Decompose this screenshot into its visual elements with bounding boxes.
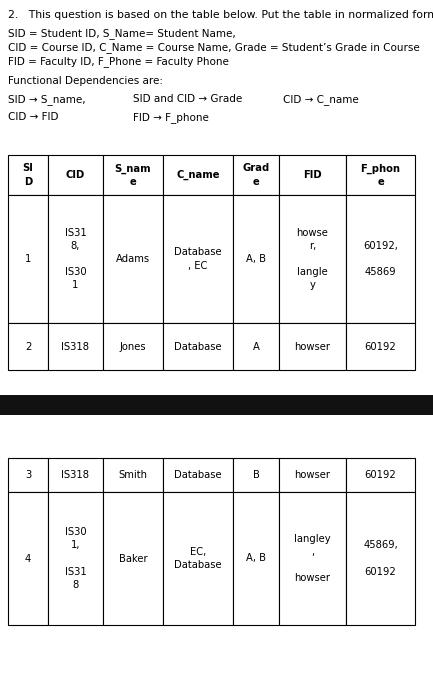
Text: CID = Course ID, C_Name = Course Name, Grade = Student’s Grade in Course: CID = Course ID, C_Name = Course Name, G… <box>8 42 420 53</box>
Text: 45869,

60192: 45869, 60192 <box>363 540 398 577</box>
Bar <box>103 323 163 370</box>
Text: howse
r,

langle
y: howse r, langle y <box>297 227 329 291</box>
Text: Baker: Baker <box>119 553 147 564</box>
Text: 3: 3 <box>25 470 31 480</box>
Text: Functional Dependencies are:: Functional Dependencies are: <box>8 76 163 86</box>
Bar <box>48 195 103 323</box>
Text: FID → F_phone: FID → F_phone <box>133 112 209 123</box>
Text: SI
D: SI D <box>23 163 33 186</box>
Text: B: B <box>252 470 259 480</box>
Text: IS318: IS318 <box>61 470 90 480</box>
Text: Jones: Jones <box>120 341 146 352</box>
Bar <box>279 195 346 323</box>
Bar <box>346 195 415 323</box>
Text: A, B: A, B <box>246 553 266 564</box>
Text: 4: 4 <box>25 553 31 564</box>
Text: IS30
1,

IS31
8: IS30 1, IS31 8 <box>65 527 86 590</box>
Text: SID → S_name,: SID → S_name, <box>8 94 86 105</box>
Text: Adams: Adams <box>116 254 150 264</box>
Bar <box>233 195 279 323</box>
Text: 2: 2 <box>25 341 31 352</box>
Text: FID: FID <box>303 170 322 180</box>
Bar <box>346 323 415 370</box>
Bar <box>103 458 163 492</box>
Bar <box>346 155 415 195</box>
Text: 1: 1 <box>25 254 31 264</box>
Text: SID and CID → Grade: SID and CID → Grade <box>133 94 242 104</box>
Text: A, B: A, B <box>246 254 266 264</box>
Bar <box>163 458 233 492</box>
Bar <box>233 492 279 625</box>
Text: Grad
e: Grad e <box>242 163 270 186</box>
Bar <box>233 155 279 195</box>
Bar <box>279 492 346 625</box>
Bar <box>163 155 233 195</box>
Text: howser: howser <box>294 470 330 480</box>
Text: FID = Faculty ID, F_Phone = Faculty Phone: FID = Faculty ID, F_Phone = Faculty Phon… <box>8 56 229 67</box>
Bar <box>163 492 233 625</box>
Text: F_phon
e: F_phon e <box>361 163 401 187</box>
Bar <box>48 323 103 370</box>
Bar <box>8 492 48 625</box>
Text: 60192: 60192 <box>365 470 396 480</box>
Text: C_name: C_name <box>176 170 220 180</box>
Text: EC,
Database: EC, Database <box>174 547 222 570</box>
Text: 60192,

45869: 60192, 45869 <box>363 240 398 277</box>
Bar <box>0 395 433 415</box>
Bar <box>233 323 279 370</box>
Text: langley
,

howser: langley , howser <box>294 534 331 583</box>
Bar <box>279 155 346 195</box>
Text: CID: CID <box>66 170 85 180</box>
Bar <box>103 195 163 323</box>
Text: CID → C_name: CID → C_name <box>283 94 359 105</box>
Text: SID = Student ID, S_Name= Student Name,: SID = Student ID, S_Name= Student Name, <box>8 28 236 39</box>
Text: IS31
8,

IS30
1: IS31 8, IS30 1 <box>65 227 86 291</box>
Text: 2.   This question is based on the table below. Put the table in normalized form: 2. This question is based on the table b… <box>8 10 433 20</box>
Bar <box>163 195 233 323</box>
Text: IS318: IS318 <box>61 341 90 352</box>
Bar <box>279 458 346 492</box>
Bar <box>48 155 103 195</box>
Text: Database: Database <box>174 341 222 352</box>
Text: CID → FID: CID → FID <box>8 112 58 122</box>
Bar <box>103 492 163 625</box>
Text: S_nam
e: S_nam e <box>115 163 151 187</box>
Text: howser: howser <box>294 341 330 352</box>
Bar <box>8 323 48 370</box>
Bar <box>48 458 103 492</box>
Text: A: A <box>252 341 259 352</box>
Bar <box>8 458 48 492</box>
Bar <box>346 492 415 625</box>
Bar <box>279 323 346 370</box>
Bar <box>8 155 48 195</box>
Text: 60192: 60192 <box>365 341 396 352</box>
Text: Smith: Smith <box>119 470 148 480</box>
Bar <box>48 492 103 625</box>
Bar <box>103 155 163 195</box>
Text: Database
, EC: Database , EC <box>174 247 222 270</box>
Bar <box>8 195 48 323</box>
Bar <box>346 458 415 492</box>
Bar <box>163 323 233 370</box>
Text: Database: Database <box>174 470 222 480</box>
Bar <box>233 458 279 492</box>
